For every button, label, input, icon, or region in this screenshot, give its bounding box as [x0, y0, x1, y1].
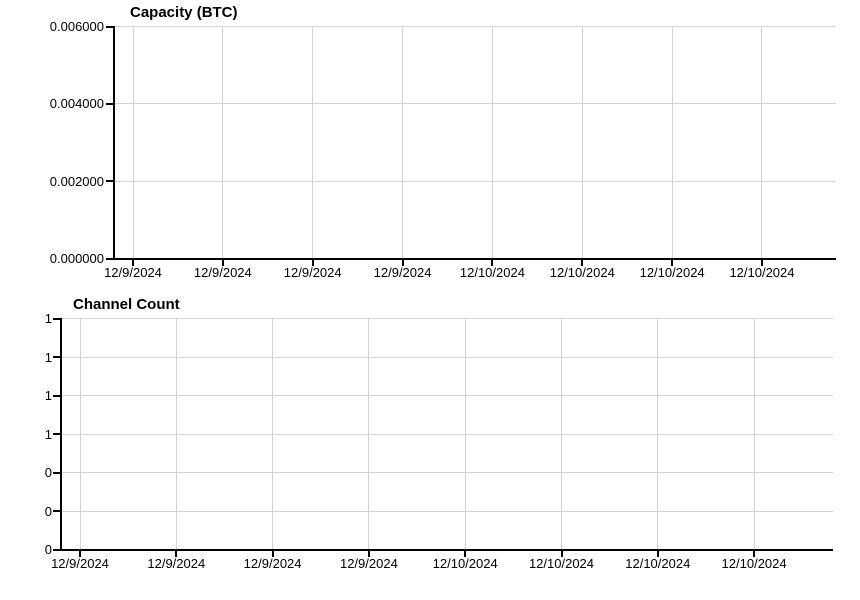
x-tick-label: 12/9/2024: [193, 265, 252, 280]
x-gridline: [761, 26, 763, 259]
y-tick-label: 1: [44, 426, 52, 442]
x-gridline: [671, 26, 673, 259]
y-tick-mark: [53, 548, 60, 551]
y-gridline: [62, 356, 833, 358]
y-tick-mark: [53, 394, 60, 397]
y-tick-mark: [53, 510, 60, 512]
x-tick-mark: [401, 259, 404, 266]
y-tick-label: 0.000000: [49, 251, 104, 266]
x-gridline: [464, 318, 466, 550]
x-gridline: [491, 26, 493, 259]
x-tick-mark: [311, 259, 314, 266]
x-tick-mark: [491, 259, 494, 266]
x-tick-label: 12/10/2024: [459, 265, 525, 280]
x-gridline: [222, 26, 224, 259]
x-gridline: [272, 318, 274, 550]
x-gridline: [753, 318, 755, 550]
x-tick-mark: [760, 259, 763, 266]
x-tick-label: 12/10/2024: [721, 556, 787, 571]
x-tick-mark: [464, 550, 467, 557]
x-tick-mark: [560, 550, 563, 557]
y-tick-mark: [53, 356, 60, 358]
y-tick-label: 1: [44, 349, 52, 365]
x-tick-label: 12/9/2024: [51, 556, 109, 571]
y-gridline: [115, 26, 836, 27]
x-gridline: [132, 26, 134, 259]
x-tick-mark: [221, 259, 224, 266]
y-tick-mark: [53, 471, 60, 474]
y-tick-label: 0: [44, 465, 52, 480]
y-tick-mark: [106, 180, 113, 183]
x-gridline: [175, 318, 177, 550]
y-tick-label: 0.004000: [49, 96, 104, 112]
y-axis-line: [60, 317, 62, 551]
x-tick-label: 12/10/2024: [639, 265, 705, 280]
y-tick-mark: [53, 317, 60, 320]
y-tick-mark: [53, 433, 60, 435]
x-gridline: [402, 26, 404, 259]
x-gridline: [581, 26, 583, 259]
y-gridline: [115, 180, 836, 182]
y-gridline: [62, 510, 833, 512]
x-axis-line: [113, 257, 836, 260]
chart-title: Capacity (BTC): [130, 4, 238, 21]
x-tick-label: 12/10/2024: [549, 265, 615, 280]
y-gridline: [62, 318, 833, 319]
x-gridline: [312, 26, 314, 259]
x-tick-label: 12/9/2024: [104, 265, 162, 280]
x-tick-mark: [581, 259, 584, 266]
x-tick-mark: [132, 259, 134, 266]
x-tick-label: 12/10/2024: [528, 556, 595, 571]
y-axis-line: [113, 25, 115, 260]
chart-title: Channel Count: [73, 296, 180, 313]
y-gridline: [115, 103, 836, 105]
y-gridline: [62, 395, 833, 396]
y-gridline: [62, 472, 833, 473]
y-tick-label: 0: [44, 503, 52, 519]
x-gridline: [368, 318, 370, 550]
x-tick-mark: [79, 550, 81, 557]
y-tick-mark: [106, 25, 113, 28]
y-tick-mark: [106, 257, 113, 260]
y-tick-label: 0: [44, 542, 52, 557]
y-tick-label: 1: [44, 311, 52, 326]
y-tick-label: 1: [44, 388, 52, 403]
x-tick-label: 12/9/2024: [339, 556, 398, 571]
x-tick-label: 12/10/2024: [729, 265, 795, 280]
x-gridline: [561, 318, 562, 550]
x-axis-line: [60, 548, 833, 551]
y-tick-mark: [106, 102, 113, 105]
y-gridline: [62, 433, 833, 435]
x-tick-mark: [753, 550, 756, 557]
x-tick-mark: [367, 550, 370, 557]
x-tick-label: 12/10/2024: [432, 556, 498, 571]
y-tick-label: 0.002000: [49, 173, 104, 189]
x-tick-label: 12/9/2024: [147, 556, 206, 571]
x-tick-mark: [656, 550, 659, 557]
x-tick-mark: [671, 259, 674, 266]
x-tick-mark: [271, 550, 274, 557]
x-tick-label: 12/9/2024: [243, 556, 302, 571]
x-gridline: [657, 318, 659, 550]
x-gridline: [79, 318, 81, 550]
y-tick-label: 0.006000: [49, 19, 104, 34]
x-tick-mark: [175, 550, 178, 557]
x-tick-label: 12/9/2024: [283, 265, 342, 280]
x-tick-label: 12/9/2024: [373, 265, 432, 280]
x-tick-label: 12/10/2024: [625, 556, 691, 571]
